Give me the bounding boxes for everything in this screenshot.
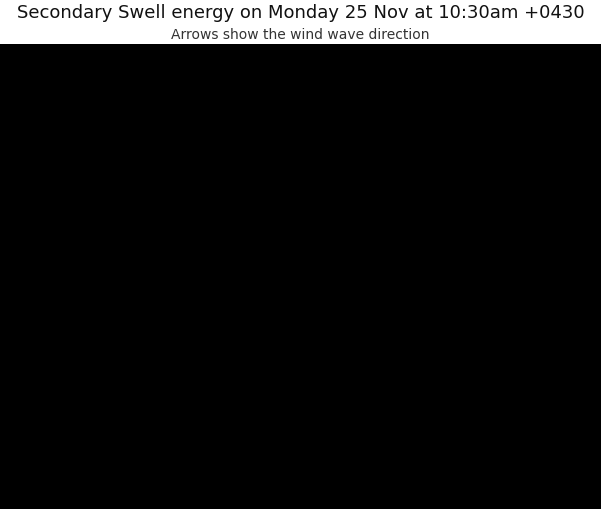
Text: Arrows show the wind wave direction: Arrows show the wind wave direction <box>171 28 430 42</box>
Text: Secondary Swell energy on Monday 25 Nov at 10:30am +0430: Secondary Swell energy on Monday 25 Nov … <box>17 4 584 21</box>
